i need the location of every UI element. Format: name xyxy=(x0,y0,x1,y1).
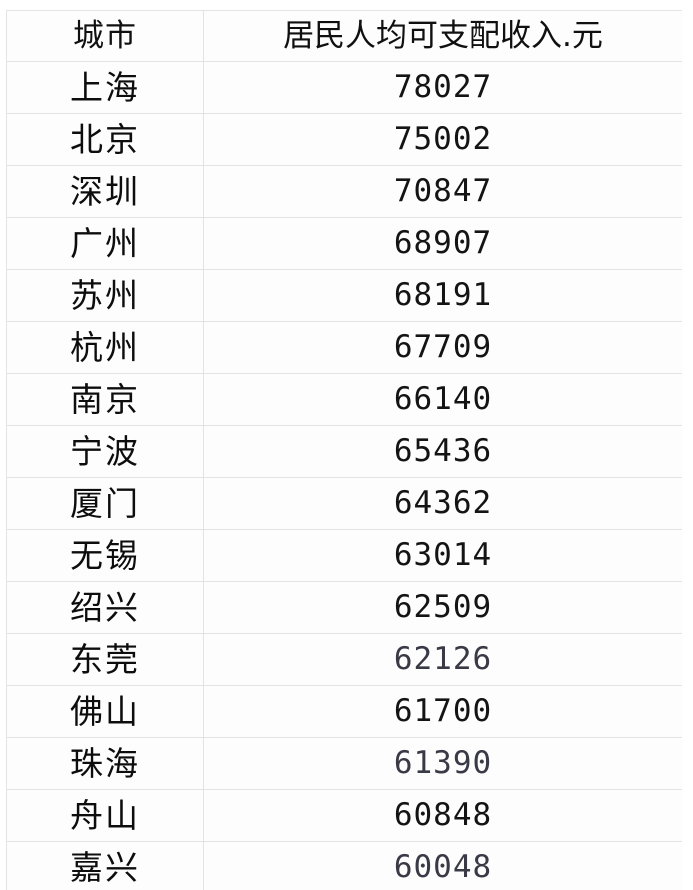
income-value: 67709 xyxy=(393,329,493,365)
income-value: 62126 xyxy=(393,641,493,677)
table-row: 东莞 62126 xyxy=(6,633,682,686)
table-row: 苏州 68191 xyxy=(6,269,682,322)
table-row: 绍兴 62509 xyxy=(6,581,682,634)
table-row: 上海 78027 xyxy=(6,61,682,114)
cell-city: 绍兴 xyxy=(6,581,204,634)
city-name: 上海 xyxy=(70,68,140,107)
cell-city: 嘉兴 xyxy=(6,841,204,890)
cell-income-value: 67709 xyxy=(203,321,682,374)
column-header-city: 城市 xyxy=(6,10,204,62)
column-header-value: 居民人均可支配收入.元 xyxy=(203,10,682,62)
cell-income-value: 62126 xyxy=(203,633,682,686)
income-value: 60848 xyxy=(393,797,493,833)
income-value: 61700 xyxy=(393,693,493,729)
income-value: 68191 xyxy=(393,277,493,313)
income-value: 75002 xyxy=(393,121,493,157)
table-row: 广州 68907 xyxy=(6,217,682,270)
income-value: 66140 xyxy=(393,381,493,417)
table-body: 上海 78027 北京 75002 深圳 70847 广州 68907 苏州 68191 杭州 677… xyxy=(6,61,682,890)
cell-income-value: 68191 xyxy=(203,269,682,322)
table-row: 深圳 70847 xyxy=(6,165,682,218)
cell-city: 厦门 xyxy=(6,477,204,530)
cell-income-value: 66140 xyxy=(203,373,682,426)
city-name: 绍兴 xyxy=(70,588,140,627)
cell-city: 北京 xyxy=(6,113,204,166)
income-value: 70847 xyxy=(393,173,493,209)
cell-income-value: 61700 xyxy=(203,685,682,738)
cell-city: 无锡 xyxy=(6,529,204,582)
income-value: 65436 xyxy=(393,433,493,469)
column-header-value-label: 居民人均可支配收入.元 xyxy=(283,17,603,54)
income-value: 63014 xyxy=(393,537,493,573)
cell-income-value: 65436 xyxy=(203,425,682,478)
income-value: 78027 xyxy=(393,69,493,105)
cell-city: 佛山 xyxy=(6,685,204,738)
cell-city: 南京 xyxy=(6,373,204,426)
cell-income-value: 63014 xyxy=(203,529,682,582)
city-name: 广州 xyxy=(70,224,140,263)
cell-city: 舟山 xyxy=(6,789,204,842)
income-value: 64362 xyxy=(393,485,493,521)
table-row: 嘉兴 60048 xyxy=(6,841,682,890)
cell-city: 珠海 xyxy=(6,737,204,790)
city-name: 佛山 xyxy=(70,692,140,731)
cell-income-value: 75002 xyxy=(203,113,682,166)
cell-city: 宁波 xyxy=(6,425,204,478)
city-name: 舟山 xyxy=(70,796,140,835)
city-name: 南京 xyxy=(70,380,140,419)
cell-city: 深圳 xyxy=(6,165,204,218)
city-name: 苏州 xyxy=(70,276,140,315)
cell-income-value: 64362 xyxy=(203,477,682,530)
income-table: 城市 居民人均可支配收入.元 上海 78027 北京 75002 深圳 70847 广州 68… xyxy=(6,10,682,890)
column-header-city-label: 城市 xyxy=(73,17,137,54)
city-name: 深圳 xyxy=(70,172,140,211)
table-row: 南京 66140 xyxy=(6,373,682,426)
table-row: 北京 75002 xyxy=(6,113,682,166)
table-row: 珠海 61390 xyxy=(6,737,682,790)
cell-income-value: 68907 xyxy=(203,217,682,270)
cell-city: 东莞 xyxy=(6,633,204,686)
city-name: 无锡 xyxy=(70,536,140,575)
cell-city: 广州 xyxy=(6,217,204,270)
city-name: 嘉兴 xyxy=(70,848,140,887)
city-name: 东莞 xyxy=(70,640,140,679)
cell-income-value: 70847 xyxy=(203,165,682,218)
cell-city: 杭州 xyxy=(6,321,204,374)
table-row: 杭州 67709 xyxy=(6,321,682,374)
cell-city: 苏州 xyxy=(6,269,204,322)
income-value: 62509 xyxy=(393,589,493,625)
income-value: 60048 xyxy=(393,849,493,885)
table-row: 厦门 64362 xyxy=(6,477,682,530)
cell-city: 上海 xyxy=(6,61,204,114)
table-row: 舟山 60848 xyxy=(6,789,682,842)
income-value: 61390 xyxy=(393,745,493,781)
table-container: 城市 居民人均可支配收入.元 上海 78027 北京 75002 深圳 70847 广州 68… xyxy=(6,10,682,890)
header-row: 城市 居民人均可支配收入.元 xyxy=(6,10,682,62)
cell-income-value: 60048 xyxy=(203,841,682,890)
city-name: 厦门 xyxy=(70,484,140,523)
income-value: 68907 xyxy=(393,225,493,261)
table-row: 佛山 61700 xyxy=(6,685,682,738)
city-name: 珠海 xyxy=(70,744,140,783)
cell-income-value: 78027 xyxy=(203,61,682,114)
city-name: 北京 xyxy=(70,120,140,159)
table-row: 无锡 63014 xyxy=(6,529,682,582)
city-name: 宁波 xyxy=(70,432,140,471)
table-header: 城市 居民人均可支配收入.元 xyxy=(6,10,682,62)
cell-income-value: 62509 xyxy=(203,581,682,634)
cell-income-value: 60848 xyxy=(203,789,682,842)
table-row: 宁波 65436 xyxy=(6,425,682,478)
city-name: 杭州 xyxy=(70,328,140,367)
cell-income-value: 61390 xyxy=(203,737,682,790)
